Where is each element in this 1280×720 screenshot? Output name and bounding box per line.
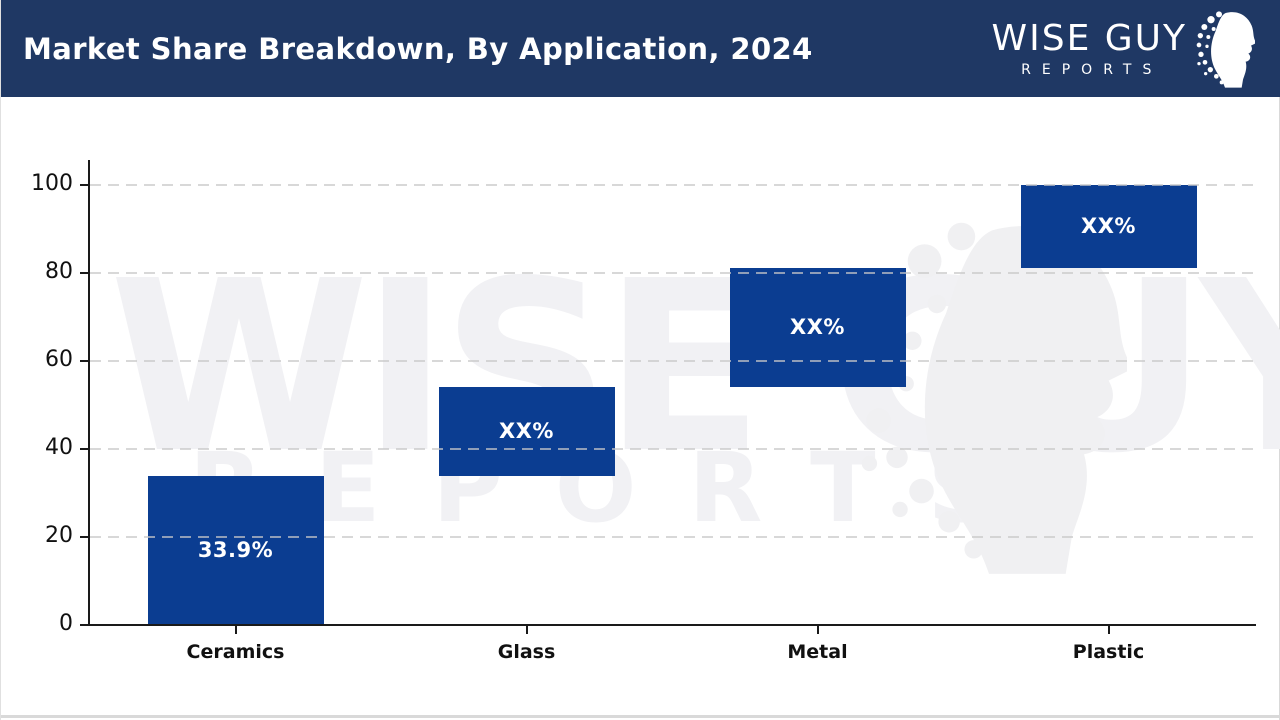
x-axis-label: Ceramics: [186, 641, 285, 663]
y-axis-tick: [80, 624, 88, 626]
chart-title: Market Share Breakdown, By Application, …: [23, 31, 813, 66]
header-bar: Market Share Breakdown, By Application, …: [1, 0, 1280, 97]
y-axis-tick-label: 100: [31, 171, 73, 196]
logo-reports-text: REPORTS: [1021, 61, 1163, 78]
x-axis-tick: [234, 626, 237, 634]
bar-glass: XX%: [438, 386, 615, 476]
gridline-80: [90, 272, 1254, 274]
x-axis-label: Plastic: [1072, 641, 1145, 663]
wiseguy-head-icon: [1191, 9, 1259, 89]
bar-ceramics: 33.9%: [147, 475, 324, 625]
logo-wise-guy-text: WISE GUY: [991, 17, 1187, 59]
y-axis-tick-label: 40: [45, 435, 73, 460]
y-axis-tick: [80, 360, 88, 362]
bar-metal: XX%: [729, 267, 906, 387]
y-axis-tick-label: 60: [45, 347, 73, 372]
wiseguy-logo: WISE GUY REPORTS: [992, 9, 1260, 89]
gridline-100: [90, 184, 1254, 186]
x-axis-label: Metal: [787, 641, 848, 663]
y-axis-tick-label: 80: [45, 259, 73, 284]
bar-value-label: XX%: [499, 419, 554, 444]
bar-value-label: XX%: [790, 315, 845, 340]
bar-value-label: 33.9%: [197, 538, 274, 563]
y-axis-tick-label: 0: [59, 611, 73, 636]
y-axis-line: [88, 160, 90, 626]
y-axis-tick: [80, 536, 88, 538]
wiseguy-logo-text: WISE GUY REPORTS: [991, 17, 1188, 78]
y-axis-tick: [80, 272, 88, 274]
gridline-60: [90, 360, 1254, 362]
x-axis-tick: [525, 626, 528, 634]
x-axis-label: Glass: [497, 641, 556, 663]
gridline-40: [90, 448, 1254, 450]
x-axis-line: [88, 624, 1256, 626]
y-axis-tick: [80, 448, 88, 450]
footer-divider: [1, 715, 1280, 718]
bar-value-label: XX%: [1081, 214, 1136, 239]
y-axis-tick: [80, 184, 88, 186]
y-axis-tick-label: 20: [45, 523, 73, 548]
x-axis-tick: [1107, 626, 1110, 634]
x-axis-tick: [816, 626, 819, 634]
bar-plastic: XX%: [1020, 185, 1197, 268]
gridline-20: [90, 536, 1254, 538]
